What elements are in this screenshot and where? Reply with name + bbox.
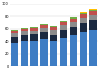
- Bar: [50, 27, 57, 30]
- Bar: [30, 27, 38, 28]
- Bar: [50, 30, 57, 35]
- Bar: [60, 30, 67, 37]
- Bar: [70, 27, 77, 35]
- Bar: [11, 37, 18, 43]
- Bar: [70, 19, 77, 22]
- Bar: [89, 20, 97, 30]
- Bar: [40, 33, 48, 39]
- Bar: [11, 30, 18, 31]
- Bar: [80, 18, 87, 23]
- Bar: [80, 33, 87, 66]
- Bar: [70, 22, 77, 27]
- Bar: [80, 12, 87, 13]
- Bar: [21, 28, 28, 29]
- Bar: [40, 24, 48, 25]
- Bar: [80, 23, 87, 33]
- Bar: [50, 41, 57, 66]
- Bar: [50, 35, 57, 41]
- Bar: [21, 35, 28, 41]
- Bar: [89, 10, 97, 11]
- Bar: [60, 21, 67, 22]
- Bar: [70, 35, 77, 66]
- Bar: [80, 14, 87, 18]
- Bar: [21, 31, 28, 35]
- Bar: [30, 41, 38, 66]
- Bar: [89, 15, 97, 20]
- Bar: [80, 13, 87, 14]
- Bar: [40, 25, 48, 28]
- Bar: [40, 28, 48, 33]
- Bar: [60, 25, 67, 30]
- Bar: [60, 37, 67, 66]
- Bar: [21, 41, 28, 66]
- Bar: [89, 11, 97, 15]
- Bar: [89, 9, 97, 10]
- Bar: [30, 28, 38, 31]
- Bar: [60, 22, 67, 25]
- Bar: [11, 33, 18, 37]
- Bar: [11, 43, 18, 66]
- Bar: [50, 26, 57, 27]
- Bar: [40, 39, 48, 66]
- Bar: [30, 34, 38, 41]
- Bar: [89, 30, 97, 66]
- Bar: [30, 31, 38, 34]
- Bar: [21, 29, 28, 31]
- Bar: [70, 17, 77, 19]
- Bar: [11, 31, 18, 33]
